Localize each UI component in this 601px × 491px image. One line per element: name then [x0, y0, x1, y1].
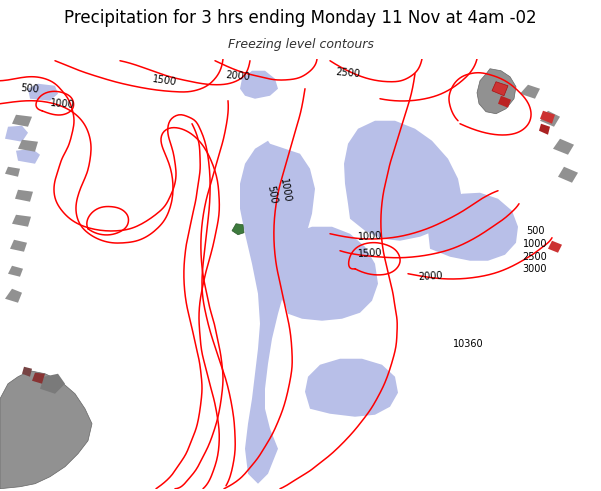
Polygon shape: [5, 126, 28, 142]
Text: 2000: 2000: [418, 271, 442, 282]
Polygon shape: [498, 96, 511, 108]
Text: 2500: 2500: [335, 67, 361, 79]
Polygon shape: [428, 193, 518, 261]
Text: Precipitation for 3 hrs ending Monday 11 Nov at 4am -02: Precipitation for 3 hrs ending Monday 11…: [64, 9, 537, 27]
Polygon shape: [16, 149, 40, 164]
Polygon shape: [492, 82, 508, 96]
Polygon shape: [240, 141, 315, 484]
Polygon shape: [539, 124, 550, 135]
Polygon shape: [548, 241, 562, 253]
Polygon shape: [5, 167, 20, 177]
Text: 2000: 2000: [225, 70, 251, 82]
Polygon shape: [232, 224, 244, 235]
Polygon shape: [0, 371, 92, 489]
Text: 500: 500: [526, 226, 545, 236]
Polygon shape: [520, 85, 540, 99]
Polygon shape: [553, 139, 574, 155]
Text: 1000: 1000: [49, 98, 75, 110]
Polygon shape: [540, 111, 555, 124]
Polygon shape: [12, 215, 31, 227]
Polygon shape: [240, 71, 278, 99]
Text: 10360: 10360: [453, 339, 483, 349]
Polygon shape: [12, 115, 32, 127]
Polygon shape: [344, 121, 462, 241]
Text: Freezing level contours: Freezing level contours: [228, 37, 373, 51]
Text: 500: 500: [266, 185, 278, 205]
Text: 1500: 1500: [152, 74, 178, 87]
Polygon shape: [540, 111, 560, 127]
Polygon shape: [8, 266, 23, 277]
Polygon shape: [32, 373, 45, 384]
Polygon shape: [5, 289, 22, 303]
Polygon shape: [22, 367, 32, 377]
Polygon shape: [275, 227, 378, 321]
Text: 1000: 1000: [278, 178, 292, 204]
Text: 2500: 2500: [523, 252, 548, 262]
Polygon shape: [15, 190, 33, 202]
Text: 1000: 1000: [523, 239, 548, 249]
Polygon shape: [10, 240, 27, 252]
Polygon shape: [305, 359, 398, 417]
Text: 500: 500: [20, 83, 40, 95]
Polygon shape: [477, 69, 516, 114]
Polygon shape: [40, 374, 65, 394]
Text: 3000: 3000: [523, 264, 548, 273]
Polygon shape: [558, 167, 578, 183]
Text: 1000: 1000: [358, 231, 382, 243]
Polygon shape: [18, 140, 38, 152]
Polygon shape: [350, 159, 425, 239]
Text: 1500: 1500: [358, 248, 383, 259]
Polygon shape: [28, 84, 58, 101]
